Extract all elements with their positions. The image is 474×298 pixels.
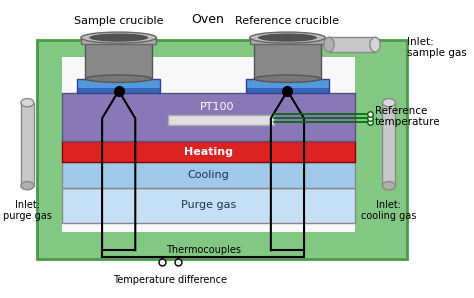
Ellipse shape <box>81 32 156 43</box>
Polygon shape <box>85 41 152 79</box>
Text: Purge gas: Purge gas <box>181 200 236 210</box>
Text: Cooling: Cooling <box>187 170 229 180</box>
Text: Thermocouples: Thermocouples <box>165 245 241 255</box>
Polygon shape <box>81 38 156 44</box>
Polygon shape <box>246 79 329 88</box>
Ellipse shape <box>324 37 334 52</box>
Ellipse shape <box>250 32 325 43</box>
Polygon shape <box>168 115 273 125</box>
Ellipse shape <box>383 99 395 107</box>
Ellipse shape <box>85 75 152 83</box>
Text: Inlet:
cooling gas: Inlet: cooling gas <box>361 200 417 221</box>
Polygon shape <box>62 162 355 187</box>
Text: Inlet:
purge gas: Inlet: purge gas <box>3 200 52 221</box>
Polygon shape <box>77 88 160 94</box>
Text: PT100: PT100 <box>200 102 235 112</box>
Polygon shape <box>246 88 329 94</box>
Text: Temperature difference: Temperature difference <box>113 275 227 285</box>
Polygon shape <box>62 142 355 162</box>
Polygon shape <box>329 37 375 52</box>
Ellipse shape <box>21 99 34 107</box>
Polygon shape <box>62 57 355 232</box>
Ellipse shape <box>383 181 395 190</box>
Polygon shape <box>62 94 355 142</box>
Ellipse shape <box>254 75 320 83</box>
Text: Reference
temperature: Reference temperature <box>375 106 441 127</box>
Ellipse shape <box>21 181 34 190</box>
Text: Reference crucible: Reference crucible <box>236 16 339 26</box>
Polygon shape <box>21 103 34 186</box>
Ellipse shape <box>370 37 380 52</box>
Text: Heating: Heating <box>183 147 233 156</box>
Text: Oven: Oven <box>191 13 225 26</box>
Ellipse shape <box>258 33 317 42</box>
Polygon shape <box>250 38 325 44</box>
Polygon shape <box>36 40 407 260</box>
Text: Inlet:
sample gas: Inlet: sample gas <box>407 37 467 58</box>
Text: Sample crucible: Sample crucible <box>74 16 164 26</box>
Ellipse shape <box>89 33 148 42</box>
Polygon shape <box>254 41 320 79</box>
Polygon shape <box>383 103 395 186</box>
Polygon shape <box>62 187 355 223</box>
Polygon shape <box>77 79 160 88</box>
